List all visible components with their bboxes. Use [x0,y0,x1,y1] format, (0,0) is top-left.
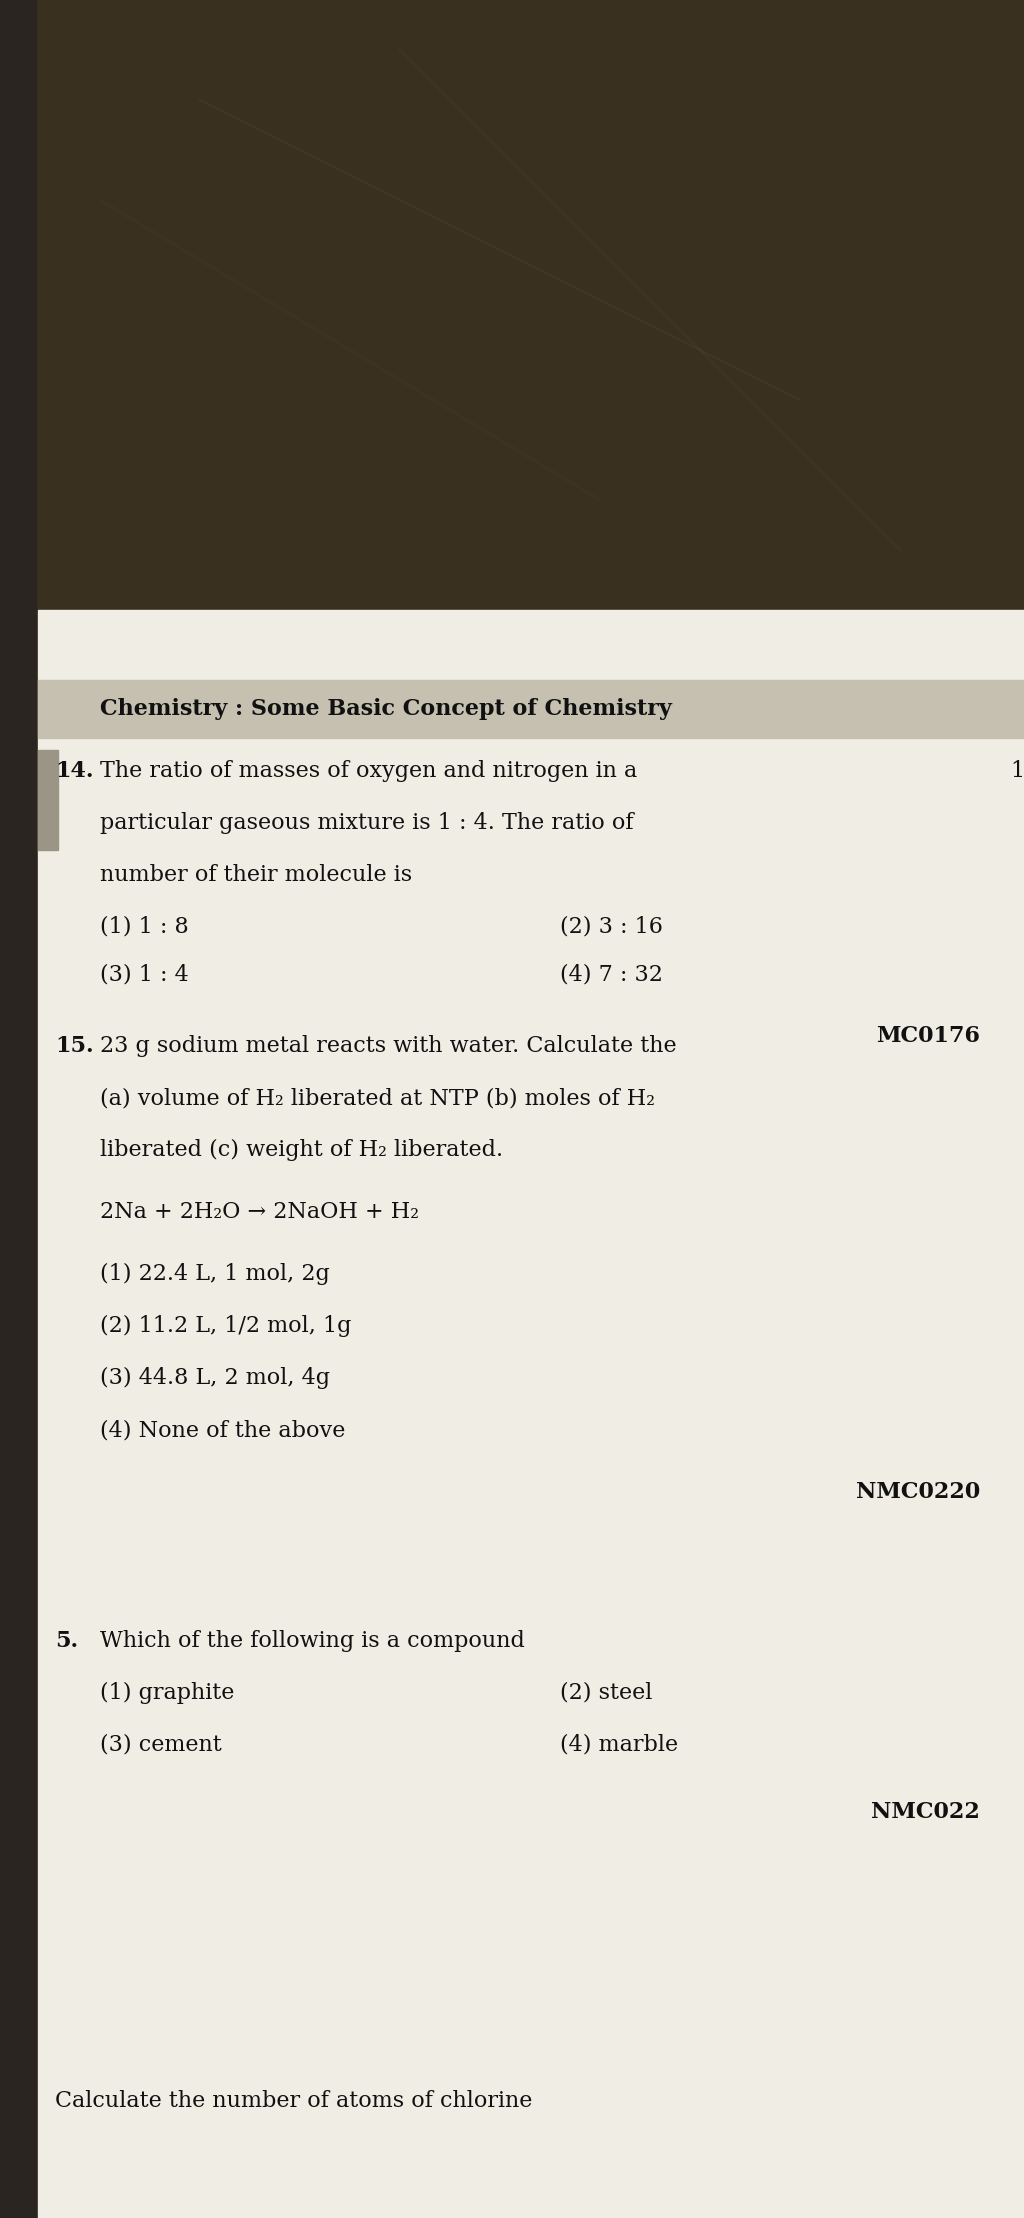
Text: 15.: 15. [55,1036,93,1058]
Bar [38,610,1024,2218]
Text: (3) 1 : 4: (3) 1 : 4 [100,963,188,985]
Text: particular gaseous mixture is 1 : 4. The ratio of: particular gaseous mixture is 1 : 4. The… [100,812,634,834]
Text: Which of the following is a compound: Which of the following is a compound [100,1630,525,1652]
Text: The ratio of masses of oxygen and nitrogen in a: The ratio of masses of oxygen and nitrog… [100,761,637,783]
Text: (1) 22.4 L, 1 mol, 2g: (1) 22.4 L, 1 mol, 2g [100,1262,330,1284]
Text: (a) volume of H₂ liberated at NTP (b) moles of H₂: (a) volume of H₂ liberated at NTP (b) mo… [100,1087,655,1109]
Text: NMC0220: NMC0220 [856,1482,980,1504]
Text: Chemistry : Some Basic Concept of Chemistry: Chemistry : Some Basic Concept of Chemis… [100,699,672,721]
Text: 18: 18 [1010,761,1024,783]
Bar [38,750,58,849]
Text: (4) None of the above: (4) None of the above [100,1420,345,1442]
Text: liberated (c) weight of H₂ liberated.: liberated (c) weight of H₂ liberated. [100,1140,503,1160]
Text: (4) 7 : 32: (4) 7 : 32 [560,963,663,985]
Text: (2) 11.2 L, 1/2 mol, 1g: (2) 11.2 L, 1/2 mol, 1g [100,1315,351,1337]
Text: (4) marble: (4) marble [560,1734,678,1757]
Bar [0,0,36,2218]
Text: 2Na + 2H₂O → 2NaOH + H₂: 2Na + 2H₂O → 2NaOH + H₂ [100,1200,419,1222]
Text: 23 g sodium metal reacts with water. Calculate the: 23 g sodium metal reacts with water. Cal… [100,1036,677,1058]
Text: (3) cement: (3) cement [100,1734,222,1757]
Text: Calculate the number of atoms of chlorine: Calculate the number of atoms of chlorin… [55,2089,532,2112]
Text: (2) 3 : 16: (2) 3 : 16 [560,916,663,938]
Text: number of their molecule is: number of their molecule is [100,865,412,885]
Text: (1) 1 : 8: (1) 1 : 8 [100,916,188,938]
Bar [38,681,1024,739]
Text: NMC022: NMC022 [871,1801,980,1823]
Text: (2) steel: (2) steel [560,1681,652,1703]
Text: (1) graphite: (1) graphite [100,1681,234,1703]
Text: 5.: 5. [55,1630,78,1652]
Text: (3) 44.8 L, 2 mol, 4g: (3) 44.8 L, 2 mol, 4g [100,1366,330,1388]
Text: MC0176: MC0176 [876,1025,980,1047]
Text: 14.: 14. [55,761,93,783]
